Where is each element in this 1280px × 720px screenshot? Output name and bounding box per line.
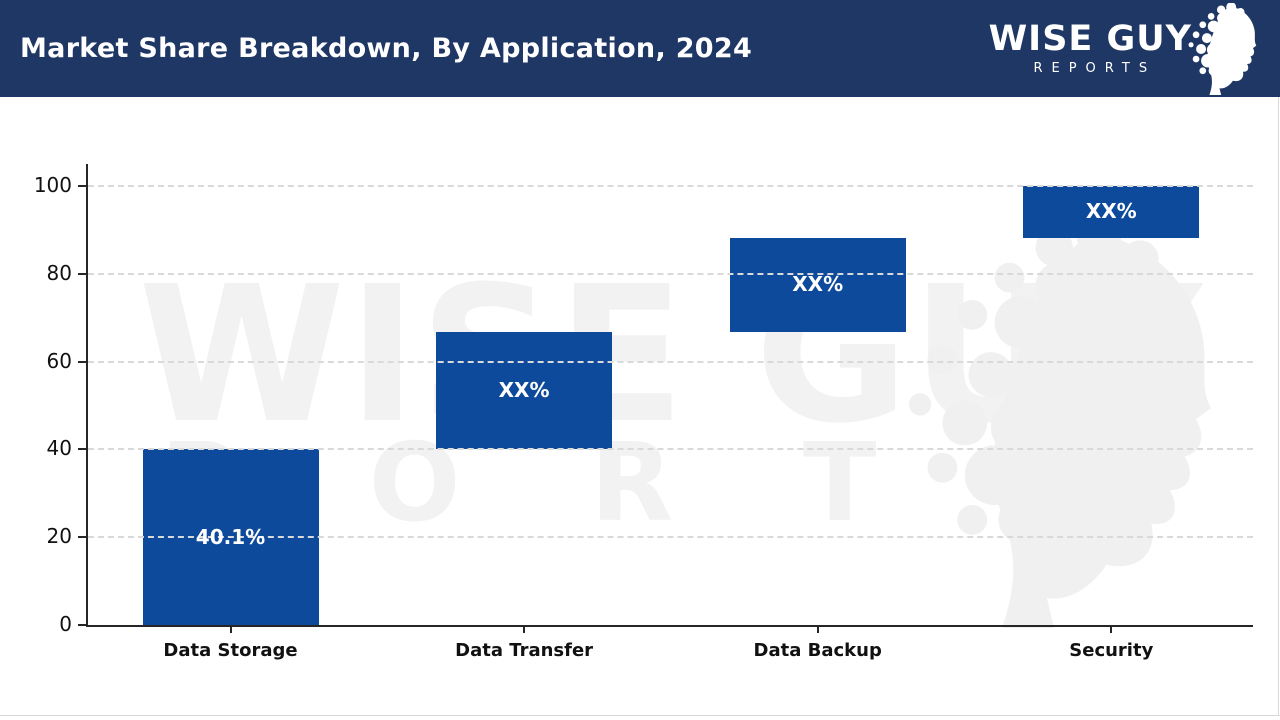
y-tick-mark	[78, 360, 86, 363]
wise-guy-reports-logo: WISE GUY REPORTS	[988, 2, 1266, 95]
x-axis-spine	[86, 625, 1253, 627]
y-tick-mark	[78, 448, 86, 451]
gridline	[88, 272, 1253, 275]
y-tick-mark	[78, 185, 86, 187]
bar-value-label: XX%	[792, 271, 844, 296]
y-tick-label: 40	[46, 436, 72, 461]
x-tick-label: Data Backup	[753, 640, 882, 661]
bar-value-label: XX%	[1085, 199, 1137, 223]
x-tick-mark	[523, 625, 526, 633]
y-tick-label: 100	[33, 173, 72, 197]
x-tick-mark	[816, 625, 819, 633]
gridline	[88, 360, 1253, 363]
x-tick-label: Data Storage	[163, 640, 298, 661]
x-tick-mark	[1110, 625, 1113, 633]
page-bottom-border	[0, 715, 1280, 716]
y-tick-label: 80	[46, 260, 72, 285]
chart-title: Market Share Breakdown, By Application, …	[20, 33, 753, 64]
logo-subtitle: REPORTS	[1033, 60, 1157, 76]
bar-data-backup	[729, 237, 906, 332]
y-axis-spine	[86, 164, 88, 627]
x-tick-label: Data Transfer	[455, 640, 594, 661]
x-tick-mark	[229, 625, 232, 633]
watermark-head-graphic	[908, 218, 1211, 628]
y-tick-label: 0	[59, 612, 72, 636]
gridline	[88, 185, 1253, 187]
gridline	[88, 536, 1253, 539]
y-tick-label: 20	[46, 524, 72, 549]
dotted-head-icon	[1188, 2, 1257, 95]
page-right-border	[1278, 97, 1279, 716]
y-tick-mark	[78, 272, 86, 275]
logo-text: WISE GUY REPORTS	[988, 18, 1192, 76]
y-tick-label: 60	[46, 348, 72, 373]
y-tick-mark	[78, 624, 86, 626]
bar-data-transfer	[436, 331, 613, 449]
bar-value-label: 40.1%	[195, 524, 266, 549]
gridline	[88, 448, 1253, 451]
header-bar: Market Share Breakdown, By Application, …	[0, 0, 1280, 97]
bar-value-label: XX%	[498, 377, 550, 402]
bar-security	[1023, 186, 1200, 238]
y-tick-mark	[78, 536, 86, 539]
logo-wordmark: WISE GUY	[988, 18, 1192, 59]
x-tick-label: Security	[1069, 640, 1154, 661]
